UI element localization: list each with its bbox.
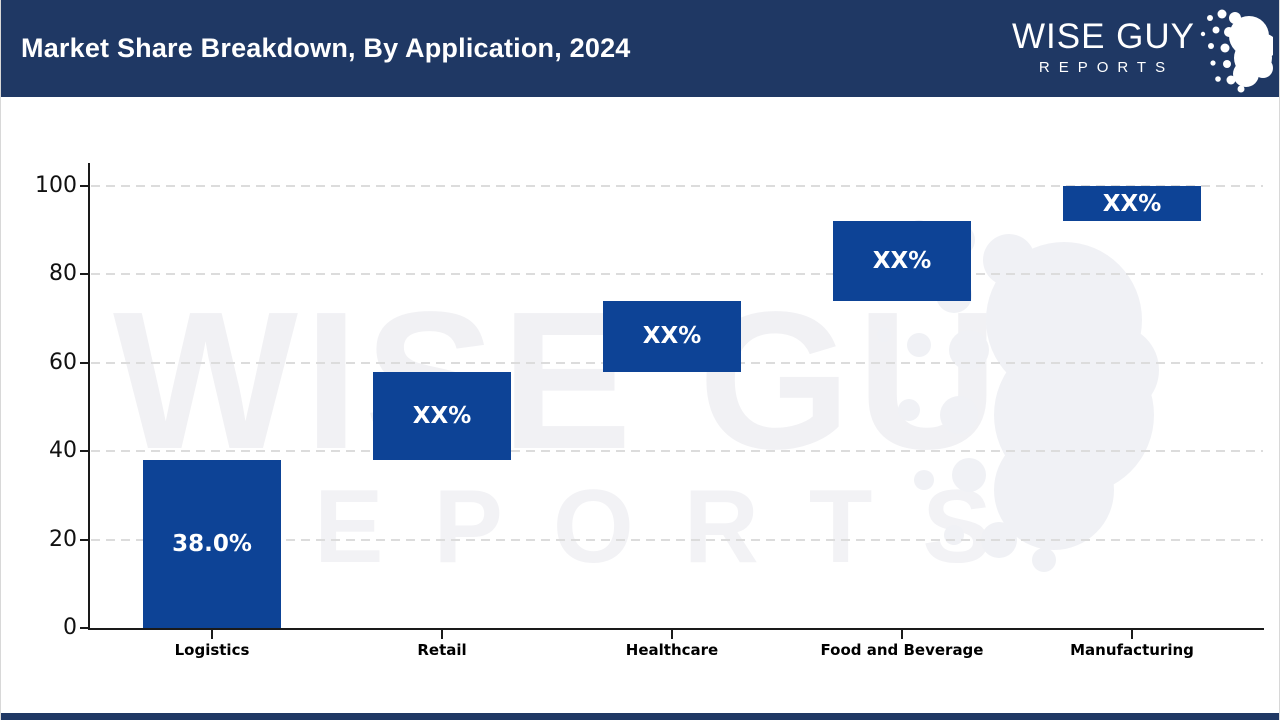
brand-head-icon: [1200, 9, 1273, 93]
y-tick-mark: [80, 273, 89, 276]
y-tick-label: 80: [49, 261, 77, 287]
y-tick-label: 0: [63, 615, 77, 640]
brand-logo: WISE GUY REPORTS: [1012, 6, 1273, 94]
x-tick-mark: [901, 630, 903, 639]
x-tick-mark: [1131, 630, 1133, 639]
bar-retail: [373, 371, 511, 461]
x-tick-mark: [671, 630, 673, 639]
x-category-label: Manufacturing: [1070, 641, 1194, 659]
page-title: Market Share Breakdown, By Application, …: [21, 33, 631, 63]
brand-name: WISE GUY: [1011, 17, 1195, 56]
y-tick-label: 40: [49, 438, 77, 464]
y-gridline: [91, 273, 1263, 276]
y-tick-mark: [80, 627, 89, 629]
brand-subname: REPORTS: [1038, 59, 1175, 76]
y-tick-mark: [80, 185, 89, 187]
y-axis-line: [88, 163, 90, 630]
bar-logistics: [143, 460, 281, 628]
y-tick-mark: [80, 538, 89, 541]
y-gridline: [91, 450, 1263, 453]
bar-value-label: XX%: [412, 402, 472, 429]
x-axis-line: [88, 628, 1264, 630]
y-tick-label: 60: [49, 349, 77, 375]
x-category-label: Retail: [417, 641, 467, 659]
y-tick-label: 100: [35, 173, 77, 198]
bar-value-label: XX%: [1102, 190, 1162, 217]
brand-logo-text: WISE GUY REPORTS: [1012, 18, 1195, 78]
bar-healthcare: [603, 300, 741, 372]
footer-bar: [1, 713, 1279, 720]
bar-value-label: XX%: [642, 323, 702, 350]
x-category-label: Logistics: [174, 641, 250, 659]
y-tick-mark: [80, 450, 89, 453]
x-category-label: Food and Beverage: [820, 641, 984, 659]
x-tick-mark: [211, 630, 213, 639]
bar-food-and-beverage: [833, 221, 971, 301]
watermark-head-dots: [877, 220, 1159, 572]
bar-value-label: 38.0%: [172, 531, 252, 558]
header-bar: Market Share Breakdown, By Application, …: [1, 0, 1279, 97]
y-gridline: [91, 538, 1263, 541]
y-gridline: [91, 185, 1263, 187]
y-tick-mark: [80, 361, 89, 364]
watermark-text-line2: REPORTS: [189, 469, 1042, 585]
bar-value-label: XX%: [872, 248, 932, 275]
bar-manufacturing: [1063, 186, 1201, 222]
y-tick-label: 20: [49, 526, 77, 552]
x-tick-mark: [441, 630, 443, 639]
x-category-label: Healthcare: [625, 641, 719, 659]
